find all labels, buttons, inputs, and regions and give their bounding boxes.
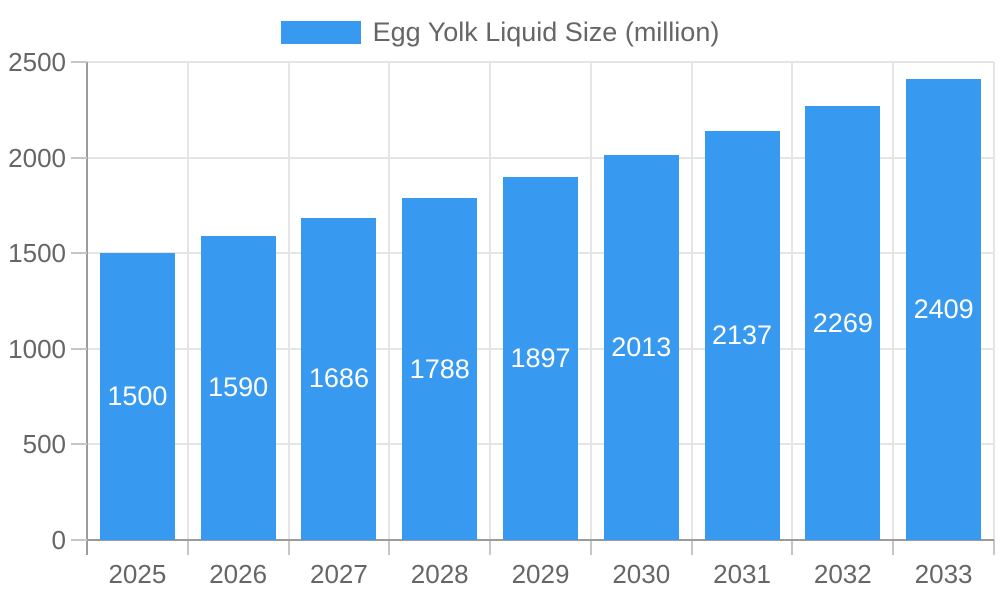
x-tick-label: 2033 xyxy=(914,559,973,589)
x-tick-label: 2029 xyxy=(511,559,570,589)
x-tick xyxy=(186,540,189,555)
bar[interactable]: 1500 xyxy=(99,253,175,540)
x-gridline xyxy=(892,62,895,540)
x-tick-label: 2032 xyxy=(813,559,872,589)
y-tick-label: 2000 xyxy=(8,142,66,173)
x-tick xyxy=(388,540,391,555)
y-tick-label: 0 xyxy=(51,525,66,555)
bar-value-label: 2137 xyxy=(712,320,773,351)
bar-value-label: 1897 xyxy=(510,343,571,374)
y-gridline xyxy=(87,156,994,159)
bar-value-label: 1788 xyxy=(409,353,470,384)
x-gridline xyxy=(589,62,592,540)
x-gridline xyxy=(690,62,693,540)
bar[interactable]: 1897 xyxy=(503,177,578,540)
x-gridline xyxy=(287,62,290,540)
x-tick-label: 2028 xyxy=(410,559,469,589)
bar[interactable]: 2269 xyxy=(805,106,881,540)
y-tick-label: 1000 xyxy=(8,333,66,364)
x-axis-line xyxy=(87,539,994,541)
bar-value-label: 2013 xyxy=(611,332,672,363)
legend-item[interactable]: Egg Yolk Liquid Size (million) xyxy=(0,18,1000,46)
bar[interactable]: 1686 xyxy=(301,217,377,540)
y-tick xyxy=(71,443,87,446)
x-tick xyxy=(993,540,995,555)
bar-value-label: 1590 xyxy=(208,372,269,403)
y-tick xyxy=(71,539,87,541)
bar-value-label: 1686 xyxy=(308,363,369,394)
bar[interactable]: 2409 xyxy=(906,79,982,540)
bar-value-label: 2409 xyxy=(913,294,974,325)
x-tick-label: 2030 xyxy=(612,559,671,589)
x-gridline xyxy=(186,62,189,540)
y-tick-label: 1500 xyxy=(8,238,66,269)
x-tick xyxy=(791,540,794,555)
y-tick xyxy=(71,156,87,159)
bar-value-label: 2269 xyxy=(812,307,873,338)
x-tick xyxy=(690,540,693,555)
bar[interactable]: 1590 xyxy=(200,235,276,540)
y-gridline xyxy=(87,61,994,63)
x-gridline xyxy=(791,62,794,540)
y-axis-line xyxy=(86,62,88,555)
x-gridline xyxy=(489,62,492,540)
y-tick xyxy=(71,61,87,63)
x-gridline xyxy=(388,62,391,540)
x-tick xyxy=(287,540,290,555)
x-tick-label: 2026 xyxy=(209,559,268,589)
x-tick-label: 2025 xyxy=(108,559,167,589)
x-tick xyxy=(589,540,592,555)
y-tick xyxy=(71,347,87,350)
bar[interactable]: 1788 xyxy=(402,198,478,540)
legend-label: Egg Yolk Liquid Size (million) xyxy=(372,17,720,47)
bar[interactable]: 2013 xyxy=(603,155,679,540)
bar-value-label: 1500 xyxy=(107,381,168,412)
y-tick-label: 2500 xyxy=(8,47,66,77)
legend-swatch xyxy=(280,20,361,44)
bar[interactable]: 2137 xyxy=(704,131,780,540)
x-tick xyxy=(489,540,492,555)
x-tick-label: 2031 xyxy=(713,559,771,589)
y-tick-label: 500 xyxy=(22,429,66,460)
x-tick xyxy=(892,540,895,555)
y-tick xyxy=(71,252,87,255)
x-gridline xyxy=(993,62,995,540)
x-tick-label: 2027 xyxy=(310,559,368,589)
